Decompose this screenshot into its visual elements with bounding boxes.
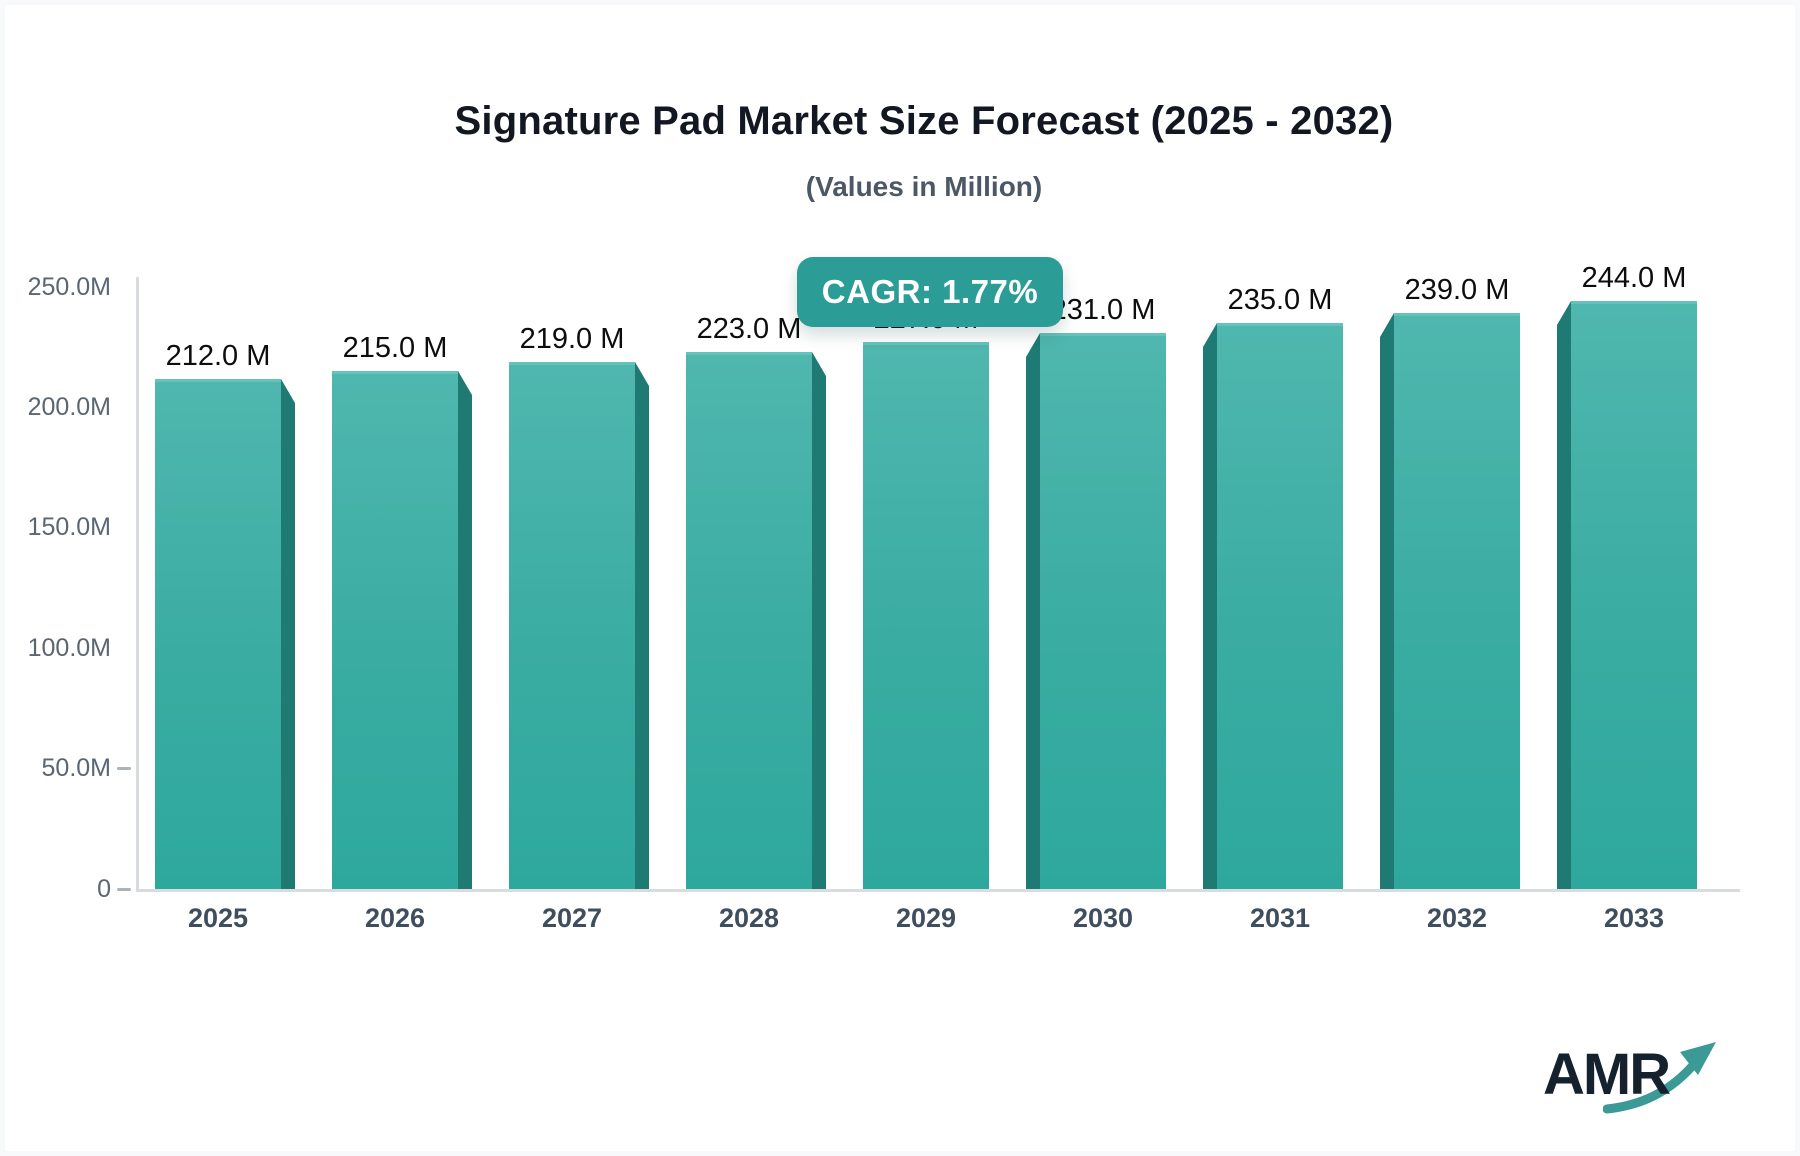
bar-side-face [1203,323,1217,889]
bar-side-face [635,362,649,889]
y-axis-label: 100.0M [27,633,111,662]
x-axis-label: 2028 [718,903,780,933]
x-axis-label: 2030 [1072,903,1134,933]
bar-value-label: 215.0 M [342,332,448,364]
bar-side-face [458,371,472,889]
y-axis-label: 250.0M [27,272,111,301]
bar-face [1217,323,1343,889]
bar-column: 231.0 M 2030 [1026,294,1166,933]
y-axis-tick: 100.0M [5,632,135,664]
x-axis-label: 2029 [895,903,957,933]
bar-value-label: 244.0 M [1581,262,1687,294]
y-axis-tick: 200.0M [5,391,135,423]
x-axis-label: 2033 [1603,903,1665,933]
bar-column: 244.0 M 2033 [1557,262,1697,933]
bar-side-face [1557,301,1571,889]
bar-side-face [1380,313,1394,889]
y-axis-tick: 50.0M [5,753,135,785]
y-axis-tick-mark [117,887,131,891]
amr-logo: AMR [1543,1035,1723,1125]
bar-face [1040,333,1166,889]
y-axis-tick: 0 [5,873,135,905]
bar-face [509,362,635,889]
bar-column: 212.0 M 2025 [155,340,295,933]
amr-logo-text: AMR [1543,1042,1671,1107]
y-axis-label: 0 [97,874,111,903]
chart-title: Signature Pad Market Size Forecast (2025… [454,99,1394,143]
bar-value-label: 212.0 M [165,340,271,372]
bar-face [155,379,281,889]
bar-face [686,352,812,889]
x-axis-line [136,889,1740,892]
bar-face [1394,313,1520,889]
x-axis-label: 2032 [1426,903,1488,933]
bar-column: 239.0 M 2032 [1380,274,1520,933]
bar-side-face [812,352,826,889]
trend-up-arrow-icon [1603,1042,1716,1114]
bar-column: 223.0 M 2028 [686,313,826,933]
x-axis-label: 2025 [187,903,249,933]
x-axis-label: 2031 [1249,903,1311,933]
chart-subtitle: (Values in Million) [805,171,1043,202]
bar-value-label: 239.0 M [1404,274,1510,306]
x-axis-label: 2026 [364,903,426,933]
bar-column: 235.0 M 2031 [1203,284,1343,933]
bar-value-label: 219.0 M [519,323,625,355]
bar-face [1571,301,1697,889]
y-axis-tick: 150.0M [5,512,135,544]
y-axis-line [136,277,139,892]
cagr-badge: CAGR: 1.77% [797,257,1063,327]
x-axis-label: 2027 [541,903,603,933]
bar-value-label: 231.0 M [1050,294,1156,326]
bar-side-face [281,379,295,889]
bar-column: 227.0 M 2029 [863,303,989,933]
bar-column: 215.0 M 2026 [332,332,472,933]
bar-face [332,371,458,889]
bar-value-label: 235.0 M [1227,284,1333,316]
bar-value-label: 223.0 M [696,313,802,345]
bar-column: 219.0 M 2027 [509,323,649,933]
bar-side-face [1026,333,1040,889]
y-axis-tick: 250.0M [5,271,135,303]
plot-area: 212.0 M 2025 215.0 M 2026 219.0 M 2027 2… [5,5,1795,1151]
y-axis-label: 50.0M [41,754,111,783]
y-axis-label: 150.0M [27,513,111,542]
y-axis-label: 200.0M [27,392,111,421]
y-axis-tick-mark [117,767,131,771]
bar-face [863,342,989,889]
